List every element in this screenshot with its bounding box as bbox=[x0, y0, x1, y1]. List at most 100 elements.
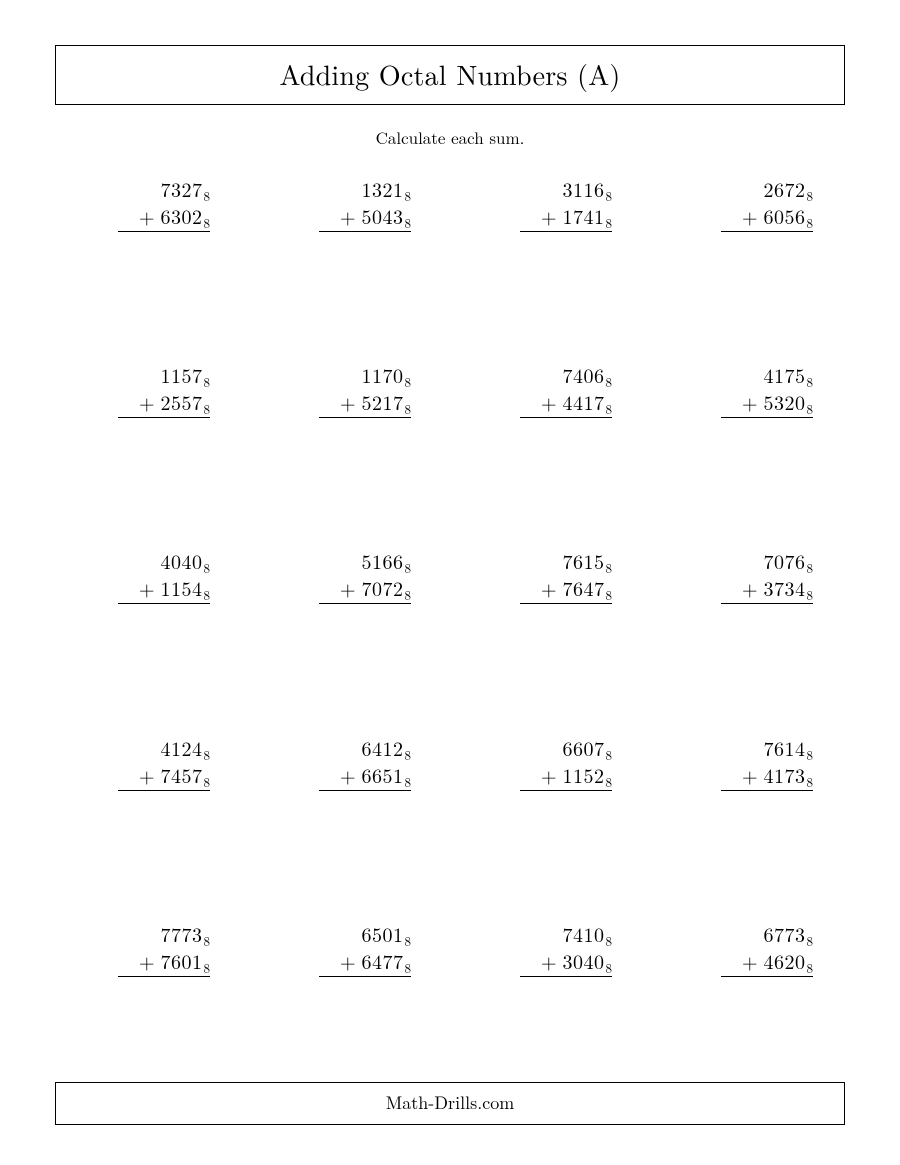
base-subscript: 8 bbox=[405, 746, 412, 764]
base-subscript: 8 bbox=[606, 959, 613, 977]
page-title: Adding Octal Numbers (A) bbox=[279, 54, 620, 94]
addend-top-value: 6412 bbox=[362, 734, 404, 761]
problem-cell: 51668+70728 bbox=[264, 545, 435, 691]
problem-cell: 73278+63028 bbox=[63, 173, 234, 319]
addend-top-value: 7615 bbox=[563, 547, 605, 574]
base-subscript: 8 bbox=[204, 400, 211, 418]
addend-bottom: +44178 bbox=[541, 388, 612, 415]
sum-rule bbox=[319, 417, 411, 418]
base-subscript: 8 bbox=[405, 214, 412, 232]
addend-bottom: +70728 bbox=[340, 574, 411, 601]
problem-cell: 31168+17418 bbox=[465, 173, 636, 319]
addend-top: 65018 bbox=[362, 920, 412, 947]
addend-bottom-value: 3040 bbox=[563, 947, 605, 974]
sum-rule bbox=[118, 417, 210, 418]
addend-bottom: +50438 bbox=[340, 202, 411, 229]
addend-bottom: +11548 bbox=[139, 574, 210, 601]
addend-top: 11578 bbox=[161, 361, 211, 388]
addend-bottom-value: 4620 bbox=[764, 947, 806, 974]
operator: + bbox=[742, 574, 758, 601]
addend-top: 11708 bbox=[362, 361, 412, 388]
operator: + bbox=[340, 388, 356, 415]
addend-bottom-value: 6056 bbox=[764, 202, 806, 229]
addend-top: 73278 bbox=[161, 175, 211, 202]
addend-top: 74068 bbox=[563, 361, 613, 388]
operator: + bbox=[139, 761, 155, 788]
sum-rule bbox=[520, 603, 612, 604]
base-subscript: 8 bbox=[606, 187, 613, 205]
addend-top: 26728 bbox=[764, 175, 814, 202]
addend-top-value: 1157 bbox=[161, 361, 203, 388]
problem-cell: 74108+30408 bbox=[465, 918, 636, 1064]
addend-bottom: +76478 bbox=[541, 574, 612, 601]
sum-rule bbox=[118, 976, 210, 977]
base-subscript: 8 bbox=[807, 400, 814, 418]
base-subscript: 8 bbox=[204, 932, 211, 950]
base-subscript: 8 bbox=[807, 773, 814, 791]
addend-top: 70768 bbox=[764, 547, 814, 574]
base-subscript: 8 bbox=[606, 400, 613, 418]
addend-top: 76158 bbox=[563, 547, 613, 574]
addend-bottom-value: 6651 bbox=[362, 761, 404, 788]
base-subscript: 8 bbox=[606, 373, 613, 391]
problem-grid: 73278+6302813218+5043831168+1741826728+6… bbox=[55, 173, 845, 1064]
addend-top: 67738 bbox=[764, 920, 814, 947]
footer-box: Math-Drills.com bbox=[55, 1082, 845, 1125]
addend-top-value: 6607 bbox=[563, 734, 605, 761]
problem-cell: 64128+66518 bbox=[264, 732, 435, 878]
addend-top: 41248 bbox=[161, 734, 211, 761]
sum-rule bbox=[721, 417, 813, 418]
sum-rule bbox=[319, 231, 411, 232]
addend-top-value: 6773 bbox=[764, 920, 806, 947]
addend-top: 77738 bbox=[161, 920, 211, 947]
problem-cell: 74068+44178 bbox=[465, 359, 636, 505]
operator: + bbox=[541, 761, 557, 788]
addend-bottom: +41738 bbox=[742, 761, 813, 788]
operator: + bbox=[742, 388, 758, 415]
base-subscript: 8 bbox=[204, 586, 211, 604]
addend-top-value: 2672 bbox=[764, 175, 806, 202]
operator: + bbox=[541, 388, 557, 415]
base-subscript: 8 bbox=[405, 959, 412, 977]
base-subscript: 8 bbox=[606, 214, 613, 232]
base-subscript: 8 bbox=[204, 959, 211, 977]
addend-top-value: 6501 bbox=[362, 920, 404, 947]
base-subscript: 8 bbox=[405, 187, 412, 205]
problem-cell: 76148+41738 bbox=[666, 732, 837, 878]
base-subscript: 8 bbox=[807, 746, 814, 764]
base-subscript: 8 bbox=[405, 773, 412, 791]
addend-top-value: 4124 bbox=[161, 734, 203, 761]
base-subscript: 8 bbox=[807, 214, 814, 232]
sum-rule bbox=[520, 231, 612, 232]
base-subscript: 8 bbox=[606, 932, 613, 950]
addend-top-value: 1170 bbox=[362, 361, 404, 388]
operator: + bbox=[340, 947, 356, 974]
addend-top: 41758 bbox=[764, 361, 814, 388]
addend-bottom: +74578 bbox=[139, 761, 210, 788]
problem-cell: 41248+74578 bbox=[63, 732, 234, 878]
operator: + bbox=[340, 202, 356, 229]
addend-top: 64128 bbox=[362, 734, 412, 761]
base-subscript: 8 bbox=[204, 559, 211, 577]
addend-bottom-value: 7072 bbox=[362, 574, 404, 601]
addend-bottom-value: 4417 bbox=[563, 388, 605, 415]
sum-rule bbox=[520, 417, 612, 418]
operator: + bbox=[742, 761, 758, 788]
base-subscript: 8 bbox=[807, 959, 814, 977]
problem-cell: 66078+11528 bbox=[465, 732, 636, 878]
base-subscript: 8 bbox=[204, 214, 211, 232]
problem-cell: 77738+76018 bbox=[63, 918, 234, 1064]
sum-rule bbox=[721, 231, 813, 232]
sum-rule bbox=[319, 790, 411, 791]
base-subscript: 8 bbox=[606, 746, 613, 764]
addend-top: 74108 bbox=[563, 920, 613, 947]
base-subscript: 8 bbox=[606, 586, 613, 604]
sum-rule bbox=[520, 790, 612, 791]
base-subscript: 8 bbox=[807, 932, 814, 950]
sum-rule bbox=[520, 976, 612, 977]
operator: + bbox=[139, 574, 155, 601]
addend-bottom-value: 3734 bbox=[764, 574, 806, 601]
addend-top-value: 7076 bbox=[764, 547, 806, 574]
operator: + bbox=[541, 947, 557, 974]
addend-bottom-value: 1741 bbox=[563, 202, 605, 229]
